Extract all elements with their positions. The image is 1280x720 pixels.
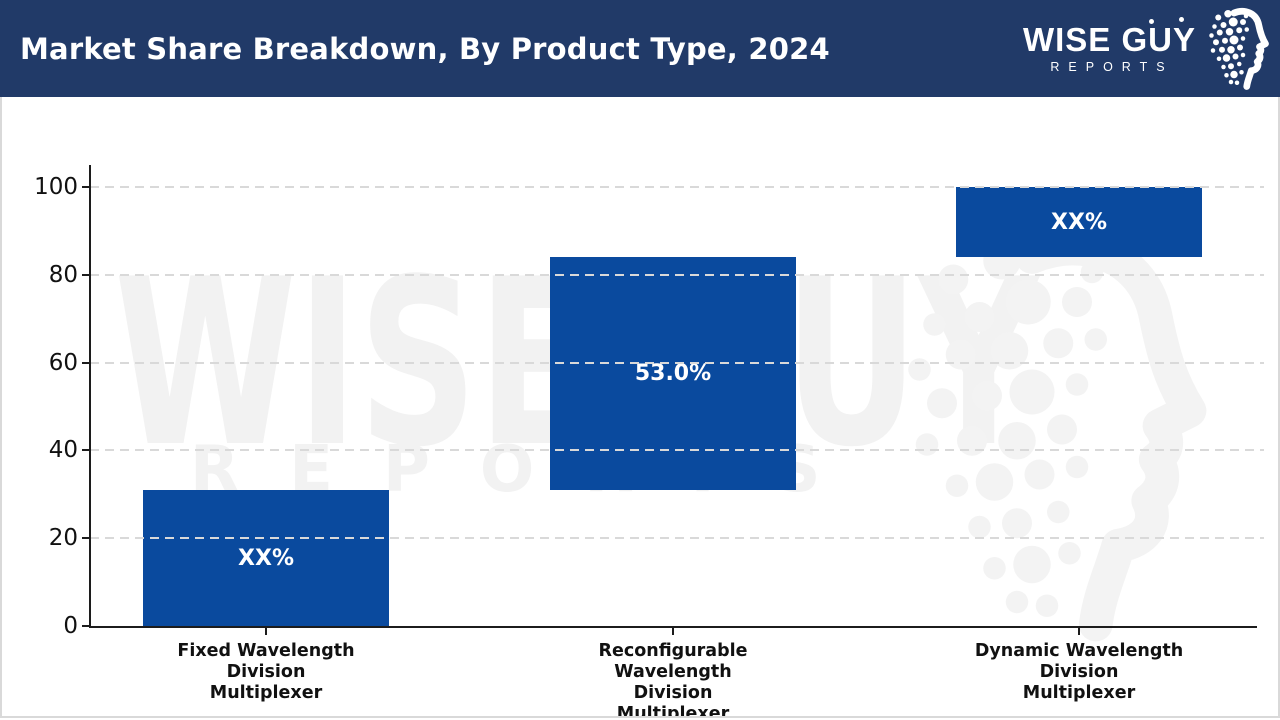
y-gridline — [90, 537, 1264, 539]
waterfall-plot: 0 20 40 60 80 100 XX% Fixed Wavelength Division… — [2, 97, 1278, 716]
waterfall-bar-segment: XX% — [956, 187, 1202, 257]
logo-dot — [1178, 17, 1184, 22]
y-tick-label: 60 — [48, 350, 78, 376]
waterfall-bar-segment: XX% — [143, 490, 389, 626]
chart-area: WISE GUY REPORTS 0 20 40 60 80 100 XX% Fixed Wa… — [0, 97, 1280, 718]
brand-name: WISE GUY — [1022, 21, 1196, 58]
bar-value-label: 53.0% — [634, 361, 712, 386]
x-tick-mark — [1078, 628, 1080, 635]
brand-logo-text: WISE GUY REPORTS — [1022, 17, 1196, 74]
y-tick-mark — [82, 625, 89, 627]
x-tick-mark — [672, 628, 674, 635]
y-tick-label: 100 — [34, 174, 78, 200]
page-title: Market Share Breakdown, By Product Type,… — [20, 31, 830, 66]
brand-logo: WISE GUY REPORTS — [1023, 6, 1270, 92]
y-tick-mark — [82, 449, 89, 451]
logo-dot — [1148, 19, 1154, 24]
waterfall-bar-segment: 53.0% — [550, 257, 796, 490]
brand-subname: REPORTS — [1050, 60, 1174, 74]
y-tick-label: 20 — [48, 525, 78, 551]
y-gridline — [90, 362, 1264, 364]
y-tick-mark — [82, 274, 89, 276]
bar-value-label: XX% — [238, 545, 294, 571]
dotted-head-profile-icon — [1192, 6, 1270, 92]
bar-value-label: XX% — [1051, 209, 1107, 235]
y-tick-label: 80 — [48, 262, 78, 288]
y-gridline — [90, 274, 1264, 276]
x-axis-line — [89, 626, 1257, 628]
x-category-label: Fixed Wavelength Division Multiplexer — [177, 641, 355, 703]
x-category-label: Dynamic Wavelength Division Multiplexer — [974, 641, 1184, 703]
y-tick-mark — [82, 537, 89, 539]
x-tick-mark — [265, 628, 267, 635]
x-category-label: Reconfigurable Wavelength Division Multi… — [598, 641, 748, 718]
y-gridline — [90, 186, 1264, 188]
header-band: Market Share Breakdown, By Product Type,… — [0, 0, 1280, 97]
y-axis-line — [89, 165, 91, 628]
y-tick-mark — [82, 186, 89, 188]
y-tick-label: 40 — [48, 437, 78, 463]
y-tick-mark — [82, 362, 89, 364]
y-tick-label: 0 — [63, 613, 78, 639]
y-gridline — [90, 449, 1264, 451]
